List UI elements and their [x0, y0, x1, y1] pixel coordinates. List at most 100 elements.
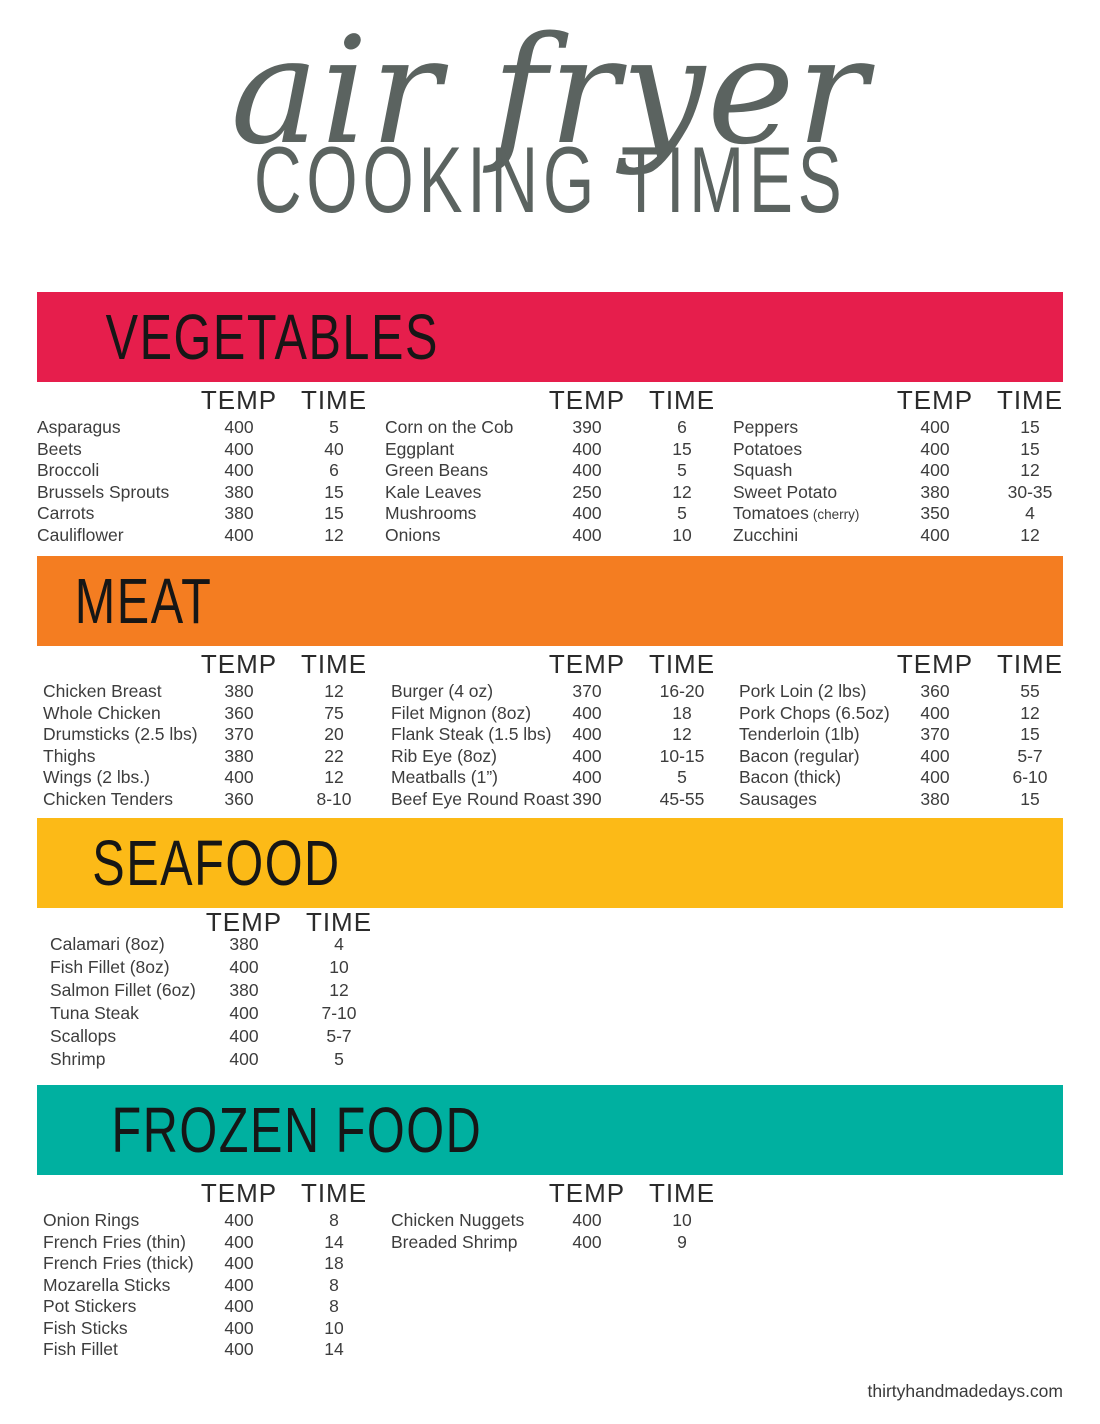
- food-row: Zucchini 400 12: [733, 525, 1081, 547]
- food-label: Drumsticks (2.5 lbs): [43, 724, 198, 745]
- time-value: 22: [324, 745, 344, 766]
- temp-value: 400: [229, 956, 259, 977]
- food-label-text: Salmon Fillet (6oz): [50, 979, 196, 1000]
- temp-value: 400: [229, 1025, 259, 1046]
- food-row: Chicken Breast 380 12: [43, 681, 385, 703]
- food-row: Rib Eye (8oz) 400 10-15: [391, 746, 733, 768]
- time-value: 6: [677, 417, 687, 438]
- food-row: Tuna Steak 400 7-10: [50, 1002, 385, 1025]
- temp-value: 380: [229, 933, 259, 954]
- food-label: Breaded Shrimp: [391, 1232, 543, 1252]
- temp-header-text: TEMP: [548, 649, 626, 680]
- food-row: Burger (4 oz) 370 16-20: [391, 681, 733, 703]
- time-value: 8: [329, 1274, 339, 1295]
- temp-value: 400: [572, 503, 602, 524]
- temp-value: 400: [224, 417, 254, 438]
- food-label: Green Beans: [385, 461, 543, 480]
- food-row: French Fries (thick) 400 18: [43, 1253, 385, 1275]
- food-row: Thighs 380 22: [43, 746, 385, 768]
- food-row: Eggplant 400 15: [385, 439, 733, 461]
- temp-value: 400: [920, 438, 950, 459]
- time-value: 12: [672, 481, 692, 502]
- food-label-text: Filet Mignon (8oz): [391, 702, 532, 723]
- time-value: 55: [1020, 681, 1040, 702]
- time-value: 15: [1020, 417, 1040, 438]
- food-column: TEMP TIME Burger (4 oz) 370 16-20 Filet Migno…: [385, 646, 733, 810]
- temp-value: 400: [572, 767, 602, 788]
- food-row: Pork Loin (2 lbs) 360 55: [739, 681, 1081, 703]
- food-row: Sausages 380 15: [739, 789, 1081, 811]
- temp-header-text: TEMP: [200, 649, 278, 680]
- temp-value: 380: [224, 745, 254, 766]
- time-value: 14: [324, 1231, 344, 1252]
- time-value: 18: [672, 702, 692, 723]
- time-header-text: TIME: [996, 649, 1064, 680]
- food-label-text: Bacon (regular): [739, 745, 860, 766]
- time-value: 12: [1020, 460, 1040, 481]
- food-label-text: Asparagus: [37, 417, 121, 438]
- food-label-text: Green Beans: [385, 460, 489, 481]
- temp-value: 350: [920, 503, 950, 524]
- food-row: Pot Stickers 400 8: [43, 1296, 385, 1318]
- food-column: TEMP TIME Chicken Nuggets 400 10 Breaded Shri…: [385, 1175, 733, 1253]
- time-value: 15: [672, 438, 692, 459]
- food-label: Mushrooms: [385, 504, 543, 523]
- cooking-times-sections: VEGETABLES TEMP TIME Asparagus 400 5 Beets 400 4…: [37, 292, 1063, 1361]
- time-value: 5: [329, 417, 339, 438]
- food-label: Chicken Tenders: [43, 789, 195, 809]
- temp-value: 380: [224, 681, 254, 702]
- time-value: 10: [672, 1210, 692, 1231]
- food-label: Rib Eye (8oz): [391, 746, 543, 766]
- food-label-text: Onion Rings: [43, 1210, 140, 1231]
- food-label-text: Chicken Nuggets: [391, 1210, 525, 1231]
- food-label-text: Whole Chicken: [43, 702, 161, 723]
- column-header-row: TEMP TIME: [43, 646, 385, 681]
- time-value: 16-20: [659, 681, 705, 702]
- section-table: TEMP TIME Calamari (8oz) 380 4 Fish Fillet (8…: [37, 908, 1063, 1085]
- food-label: Broccoli: [37, 461, 195, 480]
- time-column-header: TIME: [631, 650, 733, 679]
- website-text: thirtyhandmadedays.com: [867, 1381, 1063, 1401]
- temp-value: 400: [572, 460, 602, 481]
- food-column: TEMP TIME Asparagus 400 5 Beets 400 40 Broccoli 4…: [37, 382, 385, 546]
- food-column: TEMP TIME Chicken Breast 380 12 Whole Chicken…: [37, 646, 385, 810]
- temp-value: 400: [572, 438, 602, 459]
- temp-column-header: TEMP: [195, 1179, 283, 1208]
- column-header-row: TEMP TIME: [733, 382, 1081, 417]
- food-label: Onion Rings: [43, 1211, 195, 1230]
- temp-value: 400: [920, 767, 950, 788]
- temp-column-header: TEMP: [543, 1179, 631, 1208]
- column-header-row: TEMP TIME: [385, 382, 733, 417]
- time-value: 4: [334, 933, 344, 954]
- time-value: 5-7: [1017, 745, 1043, 766]
- section-meat: MEAT TEMP TIME Chicken Breast 380 12 Whole Chi…: [37, 556, 1063, 818]
- food-label: Fish Fillet: [43, 1340, 195, 1359]
- food-label-text: Pot Stickers: [43, 1296, 137, 1317]
- temp-value: 400: [224, 1253, 254, 1274]
- food-row: Calamari (8oz) 380 4: [50, 933, 385, 956]
- food-label: Squash: [733, 461, 891, 480]
- temp-value: 400: [920, 745, 950, 766]
- food-row: Pork Chops (6.5oz) 400 12: [739, 703, 1081, 725]
- temp-header-text: TEMP: [896, 385, 974, 416]
- temp-value: 400: [572, 724, 602, 745]
- temp-column-header: TEMP: [543, 650, 631, 679]
- food-label: Wings (2 lbs.): [43, 768, 195, 787]
- food-row: Asparagus 400 5: [37, 417, 385, 439]
- time-value: 8: [329, 1210, 339, 1231]
- temp-column-header: TEMP: [891, 386, 979, 415]
- food-label-text: Thighs: [43, 745, 96, 766]
- temp-value: 400: [224, 1339, 254, 1360]
- food-label: Onions: [385, 525, 543, 545]
- temp-value: 360: [224, 702, 254, 723]
- time-column-header: TIME: [283, 386, 385, 415]
- column-header-row: TEMP TIME: [391, 646, 733, 681]
- section-frozen-food: FROZEN FOOD TEMP TIME Onion Rings 400 8 French…: [37, 1085, 1063, 1361]
- food-label-text: Drumsticks (2.5 lbs): [43, 724, 198, 745]
- food-row: Drumsticks (2.5 lbs) 370 20: [43, 724, 385, 746]
- food-row: Scallops 400 5-7: [50, 1025, 385, 1048]
- food-row: Whole Chicken 360 75: [43, 703, 385, 725]
- food-row: Cauliflower 400 12: [37, 525, 385, 547]
- temp-value: 400: [572, 745, 602, 766]
- temp-value: 400: [572, 1231, 602, 1252]
